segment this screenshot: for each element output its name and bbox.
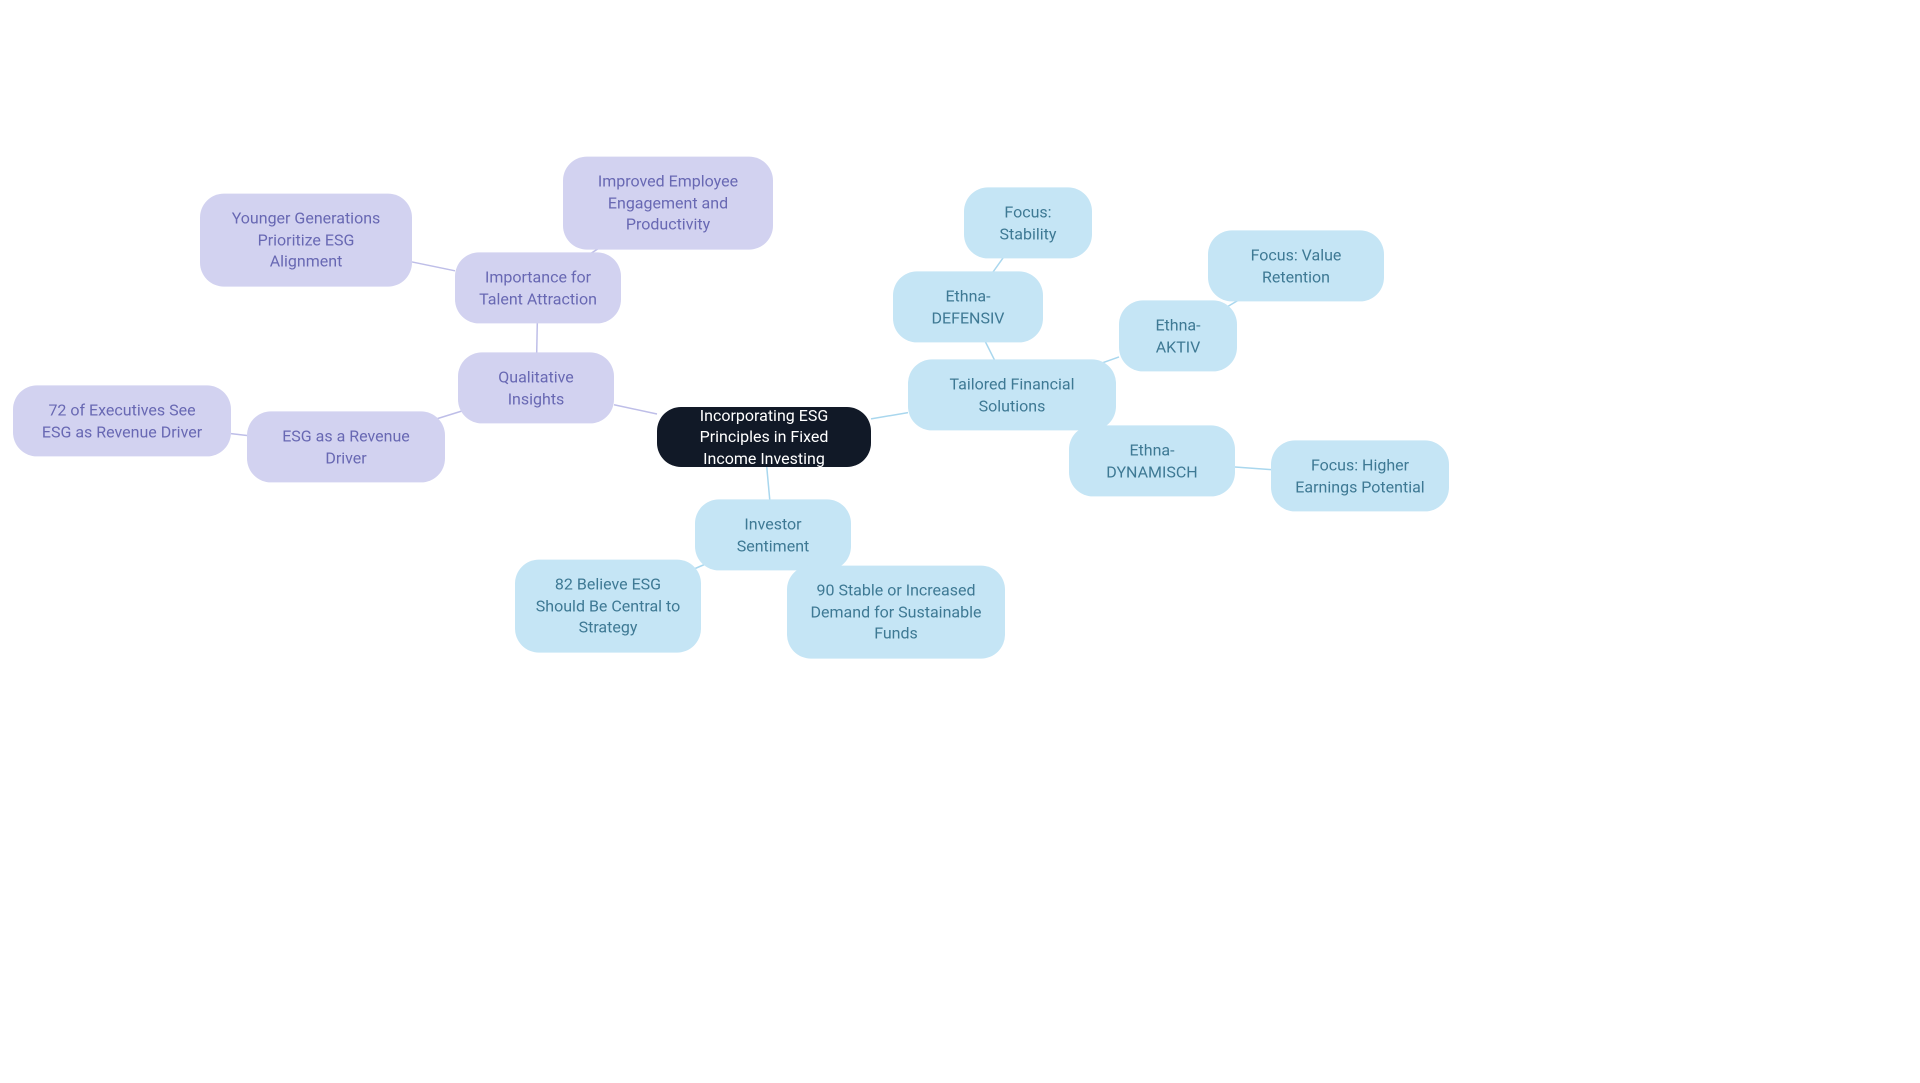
node-label: Tailored Financial Solutions [928,373,1096,416]
node-label: Improved Employee Engagement and Product… [583,171,753,236]
edge [412,262,455,271]
edges-layer [0,0,1920,1083]
node-label: 82 Believe ESG Should Be Central to Stra… [535,574,681,639]
node-valueret: Focus: Value Retention [1208,230,1384,301]
node-label: Importance for Talent Attraction [475,266,601,309]
node-root: Incorporating ESG Principles in Fixed In… [657,407,871,467]
node-label: Qualitative Insights [478,366,594,409]
node-label: 72 of Executives See ESG as Revenue Driv… [33,399,211,442]
node-aktiv: Ethna-AKTIV [1119,300,1237,371]
node-label: ESG as a Revenue Driver [267,425,425,468]
node-sentiment: Investor Sentiment [695,499,851,570]
node-label: Incorporating ESG Principles in Fixed In… [677,405,851,470]
node-label: Ethna-AKTIV [1139,314,1217,357]
node-exec72: 72 of Executives See ESG as Revenue Driv… [13,385,231,456]
node-label: Focus: Value Retention [1228,244,1364,287]
node-qualitative: Qualitative Insights [458,352,614,423]
node-label: Younger Generations Prioritize ESG Align… [220,208,392,273]
node-earnings: Focus: Higher Earnings Potential [1271,440,1449,511]
edge [871,413,908,419]
node-label: Investor Sentiment [715,513,831,556]
node-label: Ethna-DYNAMISCH [1089,439,1215,482]
node-stability: Focus: Stability [964,187,1092,258]
node-stable90: 90 Stable or Increased Demand for Sustai… [787,566,1005,659]
edge [614,405,657,414]
node-defensiv: Ethna-DEFENSIV [893,271,1043,342]
node-label: 90 Stable or Increased Demand for Sustai… [807,580,985,645]
node-younger: Younger Generations Prioritize ESG Align… [200,194,412,287]
node-dynamisch: Ethna-DYNAMISCH [1069,425,1235,496]
edge [1235,467,1271,470]
edge [231,434,247,436]
node-tailored: Tailored Financial Solutions [908,359,1116,430]
node-talent: Importance for Talent Attraction [455,252,621,323]
node-label: Focus: Higher Earnings Potential [1291,454,1429,497]
node-label: Ethna-DEFENSIV [913,285,1023,328]
node-central82: 82 Believe ESG Should Be Central to Stra… [515,560,701,653]
node-revdriver: ESG as a Revenue Driver [247,411,445,482]
node-engagement: Improved Employee Engagement and Product… [563,157,773,250]
node-label: Focus: Stability [984,201,1072,244]
